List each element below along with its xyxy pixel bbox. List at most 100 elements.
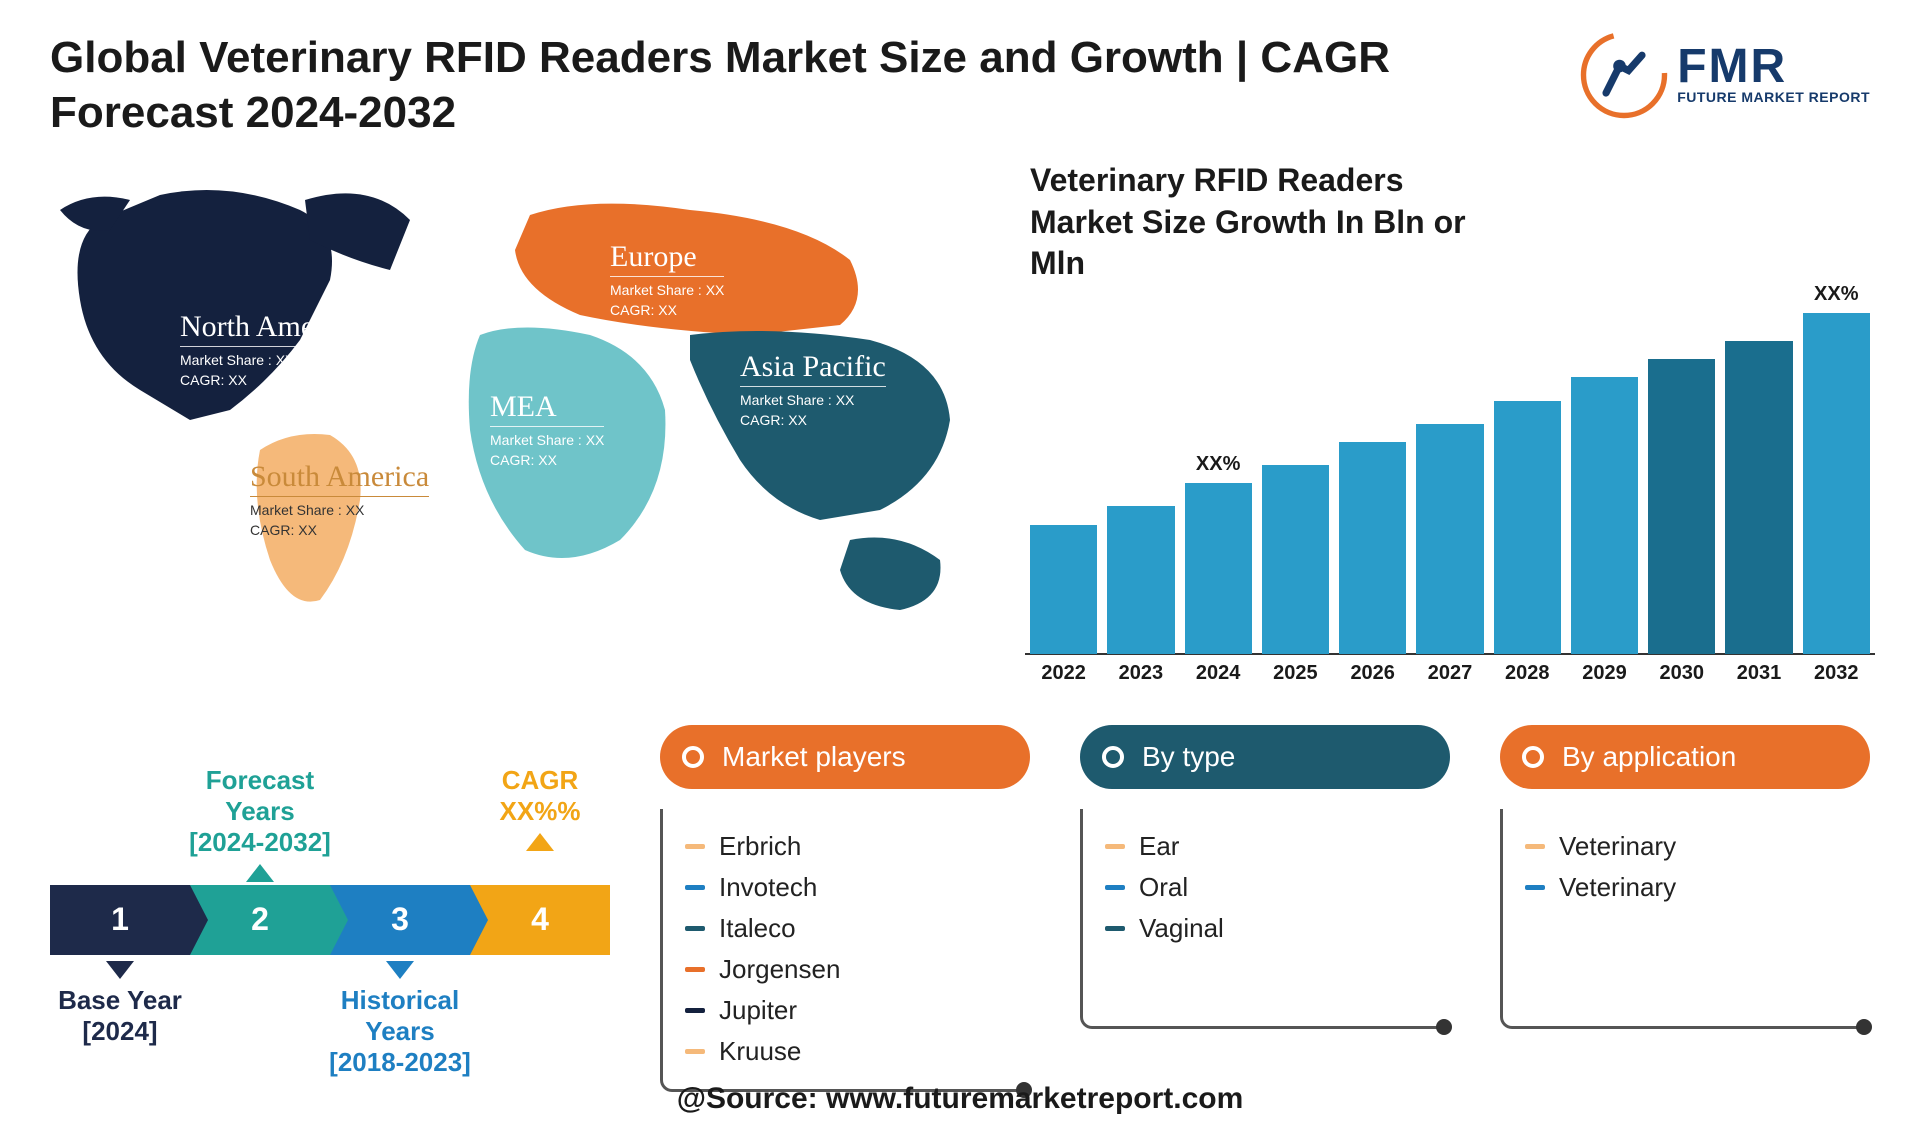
bar-year-label: 2023 — [1119, 662, 1164, 685]
segment-header: By application — [1500, 725, 1870, 789]
bar-col: 2028 — [1494, 401, 1561, 685]
bar-annotation: XX% — [1814, 283, 1858, 306]
bullet-icon — [1522, 746, 1544, 768]
segment-body: Veterinary Veterinary — [1500, 809, 1870, 1029]
segment-body: Ear Oral Vaginal — [1080, 809, 1450, 1029]
bar-col: 2030 — [1648, 359, 1715, 685]
bar-year-label: 2028 — [1505, 662, 1550, 685]
region-sa: South America Market Share : XXCAGR: XX — [250, 460, 429, 540]
bar-year-label: 2031 — [1737, 662, 1782, 685]
bar-rect — [1030, 525, 1097, 654]
logo: FMR FUTURE MARKET REPORT — [1579, 30, 1870, 120]
timeline-label: Forecast Years[2024-2032] — [170, 765, 350, 889]
segment-item-text: Jorgensen — [719, 954, 840, 985]
source-attribution: @Source: www.futuremarketreport.com — [0, 1082, 1920, 1116]
segment-item-text: Veterinary — [1559, 831, 1676, 862]
segment-item-text: Ear — [1139, 831, 1179, 862]
logo-subtitle: FUTURE MARKET REPORT — [1677, 89, 1870, 105]
timeline-strip: 1234 — [50, 885, 610, 955]
tick-icon — [685, 926, 705, 931]
bar-year-label: 2032 — [1814, 662, 1859, 685]
bar-rect — [1185, 483, 1252, 653]
segment-by-application: By application Veterinary Veterinary — [1500, 725, 1870, 1029]
segment-item-text: Invotech — [719, 872, 817, 903]
chart-title: Veterinary RFID Readers Market Size Grow… — [1030, 160, 1480, 285]
segment-body: Erbrich Invotech Italeco Jorgensen Jupiter Kr… — [660, 809, 1030, 1092]
tick-icon — [685, 844, 705, 849]
tick-icon — [1105, 844, 1125, 849]
bar-rect — [1262, 465, 1329, 654]
segment-item: Italeco — [685, 913, 1012, 944]
bar-rect — [1416, 424, 1483, 654]
bar-rect — [1339, 442, 1406, 654]
bar-year-label: 2022 — [1041, 662, 1086, 685]
bar-col: 2023 — [1107, 506, 1174, 684]
bar-col: 2025 — [1262, 465, 1329, 685]
tick-icon — [1105, 885, 1125, 890]
segment-item-text: Kruuse — [719, 1036, 801, 1067]
world-map: North America Market Share : XXCAGR: XX … — [50, 160, 990, 640]
page-title: Global Veterinary RFID Readers Market Si… — [50, 30, 1450, 140]
segment-item-text: Oral — [1139, 872, 1188, 903]
segment-item: Veterinary — [1525, 872, 1852, 903]
tick-icon — [1105, 926, 1125, 931]
segment-by-type: By type EarOralVaginal — [1080, 725, 1450, 1029]
bar-col: 2027 — [1416, 424, 1483, 685]
bar-rect — [1494, 401, 1561, 654]
bar-year-label: 2024 — [1196, 662, 1241, 685]
segment-item: Jorgensen — [685, 954, 1012, 985]
timeline-segment: 2 — [190, 885, 330, 955]
segment-item: Erbrich — [685, 831, 1012, 862]
bar-rect — [1648, 359, 1715, 654]
fmr-logo-icon — [1579, 30, 1669, 120]
bar-col: 2022 — [1030, 525, 1097, 685]
segment-item-text: Jupiter — [719, 995, 797, 1026]
timeline-label: CAGRXX%% — [450, 765, 630, 857]
tick-icon — [1525, 844, 1545, 849]
segment-item-text: Vaginal — [1139, 913, 1224, 944]
bar-year-label: 2027 — [1428, 662, 1473, 685]
bullet-icon — [1102, 746, 1124, 768]
segment-item-text: Italeco — [719, 913, 796, 944]
timeline-label: Historical Years[2018-2023] — [310, 955, 490, 1079]
timeline: 1234 Base Year[2024]Forecast Years[2024-… — [50, 755, 610, 1075]
timeline-segment: 4 — [470, 885, 610, 955]
bar-year-label: 2029 — [1582, 662, 1627, 685]
timeline-segment: 1 — [50, 885, 190, 955]
bar-rect — [1803, 313, 1870, 654]
segment-item: Jupiter — [685, 995, 1012, 1026]
region-ap: Asia Pacific Market Share : XXCAGR: XX — [740, 350, 886, 430]
region-na: North America Market Share : XXCAGR: XX — [180, 310, 359, 390]
bar-year-label: 2026 — [1350, 662, 1395, 685]
bar-col: 2029 — [1571, 377, 1638, 684]
region-mea: MEA Market Share : XXCAGR: XX — [490, 390, 604, 470]
segment-item: Vaginal — [1105, 913, 1432, 944]
tick-icon — [685, 1049, 705, 1054]
bar-rect — [1571, 377, 1638, 653]
segment-item: Ear — [1105, 831, 1432, 862]
tick-icon — [1525, 885, 1545, 890]
bar-chart: 20222023XX%20242025202620272028202920302… — [1030, 305, 1870, 685]
bar-col: XX%2024 — [1185, 483, 1252, 684]
bar-year-label: 2030 — [1660, 662, 1705, 685]
segment-item-text: Veterinary — [1559, 872, 1676, 903]
bullet-icon — [682, 746, 704, 768]
tick-icon — [685, 1008, 705, 1013]
timeline-label: Base Year[2024] — [30, 955, 210, 1047]
tick-icon — [685, 967, 705, 972]
logo-text: FMR — [1677, 45, 1870, 88]
timeline-segment: 3 — [330, 885, 470, 955]
region-eu: Europe Market Share : XXCAGR: XX — [610, 240, 724, 320]
header: Global Veterinary RFID Readers Market Si… — [50, 30, 1870, 140]
tick-icon — [685, 885, 705, 890]
bar-col: 2026 — [1339, 442, 1406, 685]
bar-chart-area: Veterinary RFID Readers Market Size Grow… — [1030, 160, 1870, 685]
bar-col: 2031 — [1725, 341, 1792, 685]
bar-rect — [1725, 341, 1792, 654]
segment-item: Oral — [1105, 872, 1432, 903]
bar-annotation: XX% — [1196, 453, 1240, 476]
bar-col: XX%2032 — [1803, 313, 1870, 685]
bar-year-label: 2025 — [1273, 662, 1318, 685]
segment-header: Market players — [660, 725, 1030, 789]
segment-item: Veterinary — [1525, 831, 1852, 862]
